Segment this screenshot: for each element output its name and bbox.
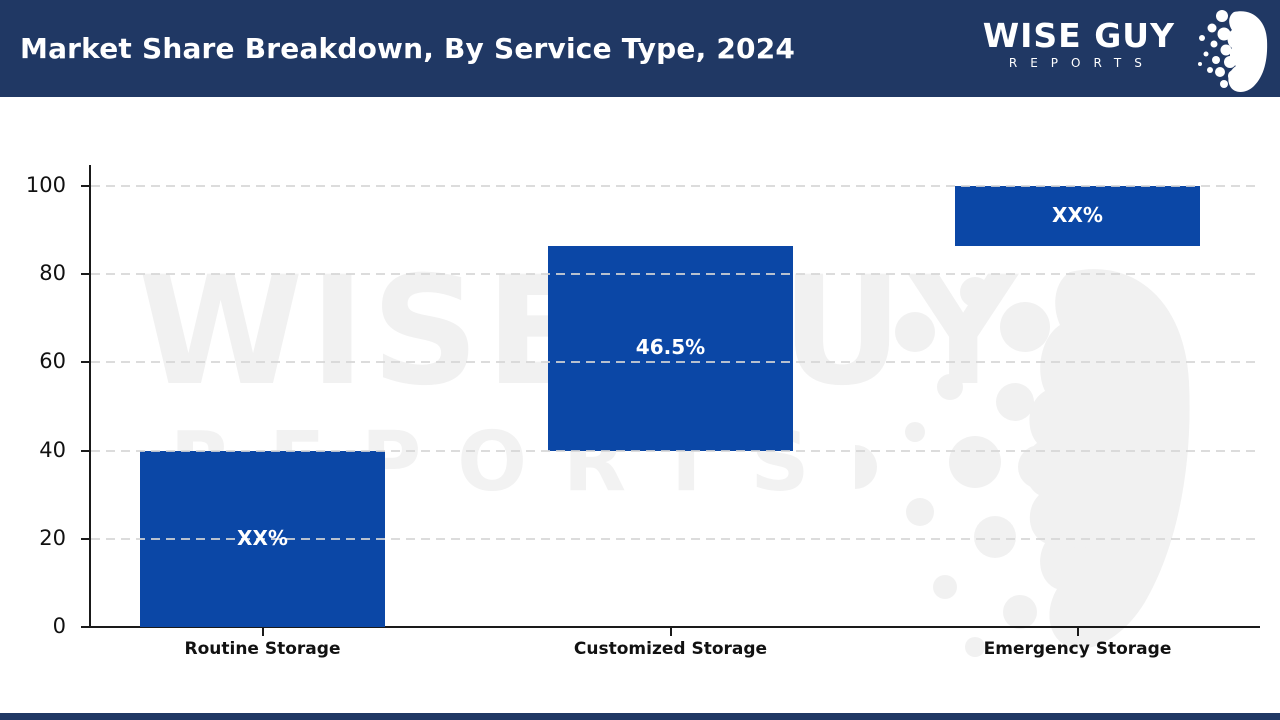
x-axis-spine [89,626,1260,628]
footer-bar [0,713,1280,720]
bar-value-label: XX% [237,525,288,550]
y-tick-0 [81,626,89,628]
y-tick-20 [81,537,89,540]
y-tick-40 [81,449,89,452]
bar-value-label: XX% [1052,202,1103,227]
gridline-100 [91,185,1258,187]
y-tick-value: 100 [25,173,66,197]
y-tick-value: 0 [52,614,66,638]
page-title: Market Share Breakdown, By Service Type,… [20,32,796,65]
y-tick-value: 40 [39,437,66,462]
gridline-40 [91,449,1258,452]
x-label-emergency-storage: Emergency Storage [983,639,1172,659]
x-tick-routine-storage [261,628,264,636]
y-axis-spine [89,165,91,628]
x-label-routine-storage: Routine Storage [184,639,341,659]
y-tick-value: 60 [39,349,66,374]
logo-subtitle: REPORTS [1008,56,1155,70]
gridline-80 [91,273,1258,276]
gridline-60 [91,361,1258,364]
y-tick-60 [81,361,89,364]
x-tick-emergency-storage [1076,628,1079,636]
x-label-customized-storage: Customized Storage [573,639,768,659]
gridline-20 [91,537,1258,540]
logo-text: WISE GUY REPORTS [982,16,1175,71]
logo-face-icon [1198,10,1268,92]
bar-emergency-storage [955,186,1200,246]
y-tick-80 [81,273,89,276]
y-tick-100 [81,185,89,187]
y-tick-value: 80 [39,261,66,286]
wise-guy-reports-logo: WISE GUY REPORTS [983,0,1270,97]
x-tick-customized-storage [669,628,672,636]
logo-wordmark: WISE GUY [982,16,1175,55]
header-bar: Market Share Breakdown, By Service Type,… [0,0,1280,97]
bar-value-label: 46.5% [635,335,706,360]
bar-customized-storage [548,245,793,451]
y-tick-value: 20 [39,525,66,550]
watermark-face-icon [855,269,1190,657]
